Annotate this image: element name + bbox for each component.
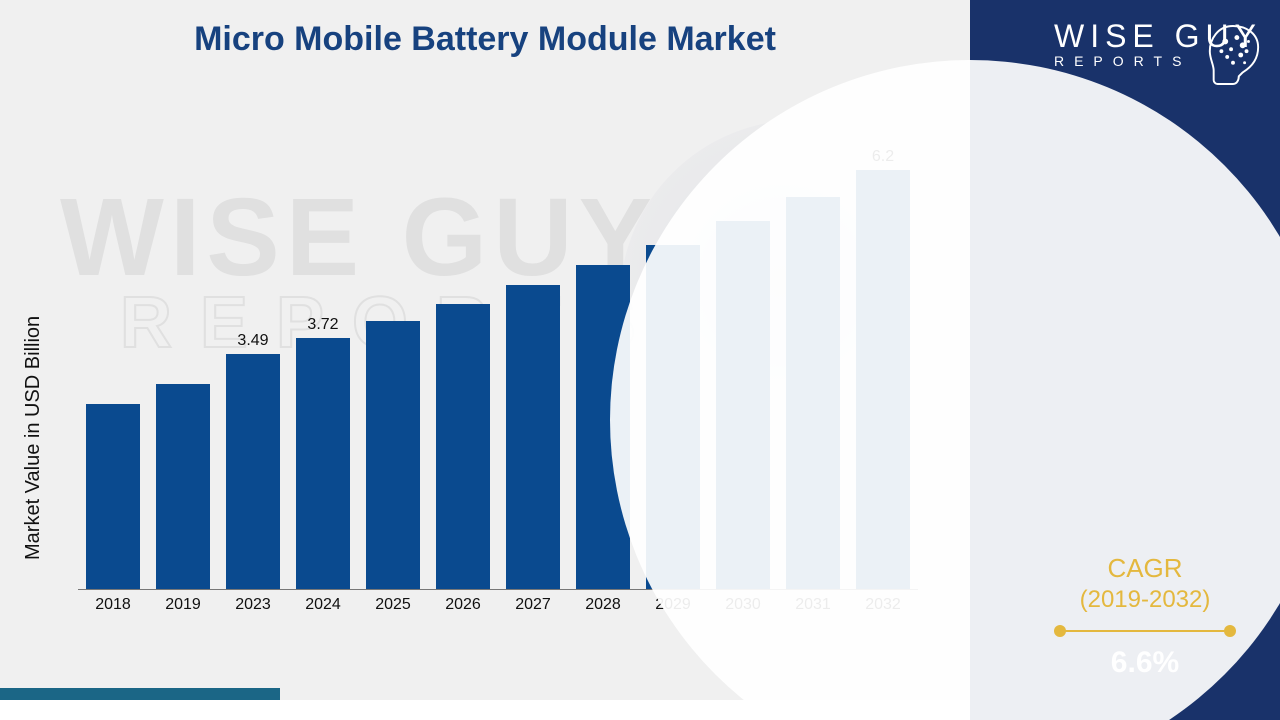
- x-label: 2023: [218, 596, 288, 614]
- bar-2027: [498, 150, 568, 590]
- bar-value-label: 3.49: [218, 332, 288, 350]
- bar-2018: [78, 150, 148, 590]
- x-label: 2025: [358, 596, 428, 614]
- x-label: 2024: [288, 596, 358, 614]
- bar-2024: 3.72: [288, 150, 358, 590]
- bar: [436, 304, 489, 590]
- cagr-label: CAGR: [1030, 553, 1260, 584]
- x-label: 2028: [568, 596, 638, 614]
- cagr-value: 6.6%: [1030, 646, 1260, 680]
- x-label: 2027: [498, 596, 568, 614]
- x-label: 2026: [428, 596, 498, 614]
- cagr-divider: [1060, 630, 1230, 632]
- bar: [506, 285, 559, 590]
- x-label: 2018: [78, 596, 148, 614]
- bar: [366, 321, 419, 590]
- bar: [156, 384, 209, 590]
- stage: Micro Mobile Battery Module Market WISE …: [0, 0, 1280, 720]
- chart-title: Micro Mobile Battery Module Market: [0, 20, 970, 59]
- sidebar: WISE GUY REPORTS CAGR (2019-2032) 6: [970, 0, 1280, 720]
- bar-2025: [358, 150, 428, 590]
- brain-head-icon: [1204, 24, 1262, 86]
- bar: [296, 338, 349, 590]
- cagr-box: CAGR (2019-2032) 6.6%: [1030, 553, 1260, 680]
- brand-logo: WISE GUY REPORTS: [1002, 18, 1262, 98]
- x-label: 2019: [148, 596, 218, 614]
- footer-accent-bar: [0, 688, 280, 700]
- cagr-range: (2019-2032): [1030, 586, 1260, 614]
- y-axis-label: Market Value in USD Billion: [22, 316, 45, 560]
- bar-2026: [428, 150, 498, 590]
- bar: [226, 354, 279, 590]
- bar-value-label: 3.72: [288, 316, 358, 334]
- bar-2023: 3.49: [218, 150, 288, 590]
- bar-2019: [148, 150, 218, 590]
- bar: [86, 404, 139, 590]
